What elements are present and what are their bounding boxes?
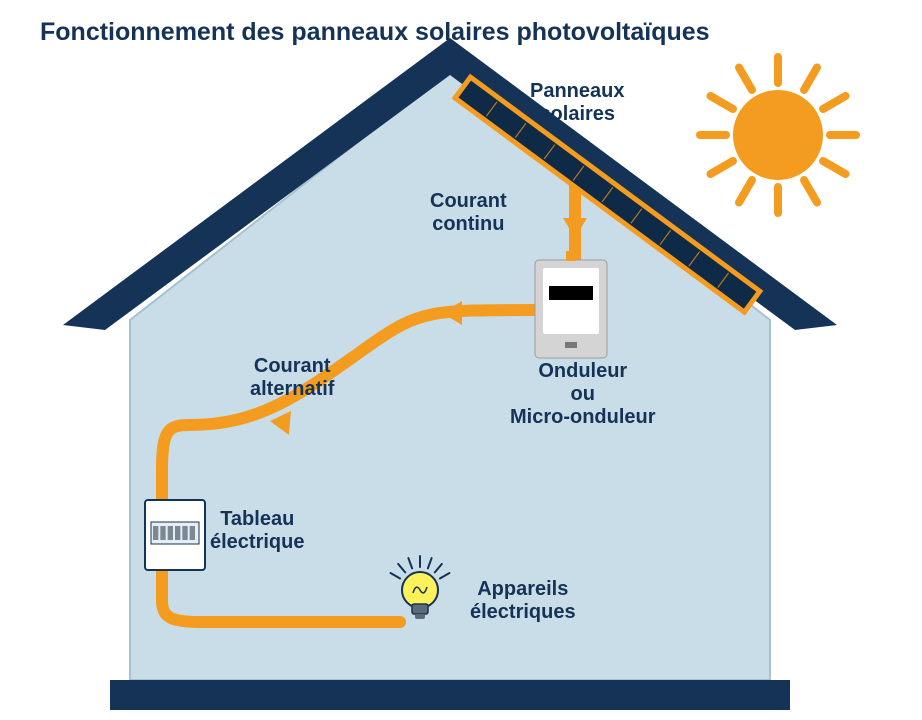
label-dc: Courant continu: [430, 190, 507, 236]
label-inverter: Onduleur ou Micro-onduleur: [510, 360, 656, 429]
label-appliances: Appareils électriques: [470, 578, 576, 624]
inverter-icon: [535, 251, 607, 358]
page-title: Fonctionnement des panneaux solaires pho…: [40, 18, 710, 47]
diagram-canvas: Fonctionnement des panneaux solaires pho…: [0, 0, 922, 720]
distribution-panel-icon: [145, 500, 205, 570]
label-distribution: Tableau électrique: [210, 508, 304, 554]
sun-icon: [700, 57, 856, 213]
foundation: [110, 680, 790, 710]
diagram-svg: [0, 0, 922, 720]
label-panels: Panneaux solaires: [530, 80, 624, 126]
label-ac: Courant alternatif: [250, 355, 334, 401]
house-wall: [130, 70, 770, 680]
